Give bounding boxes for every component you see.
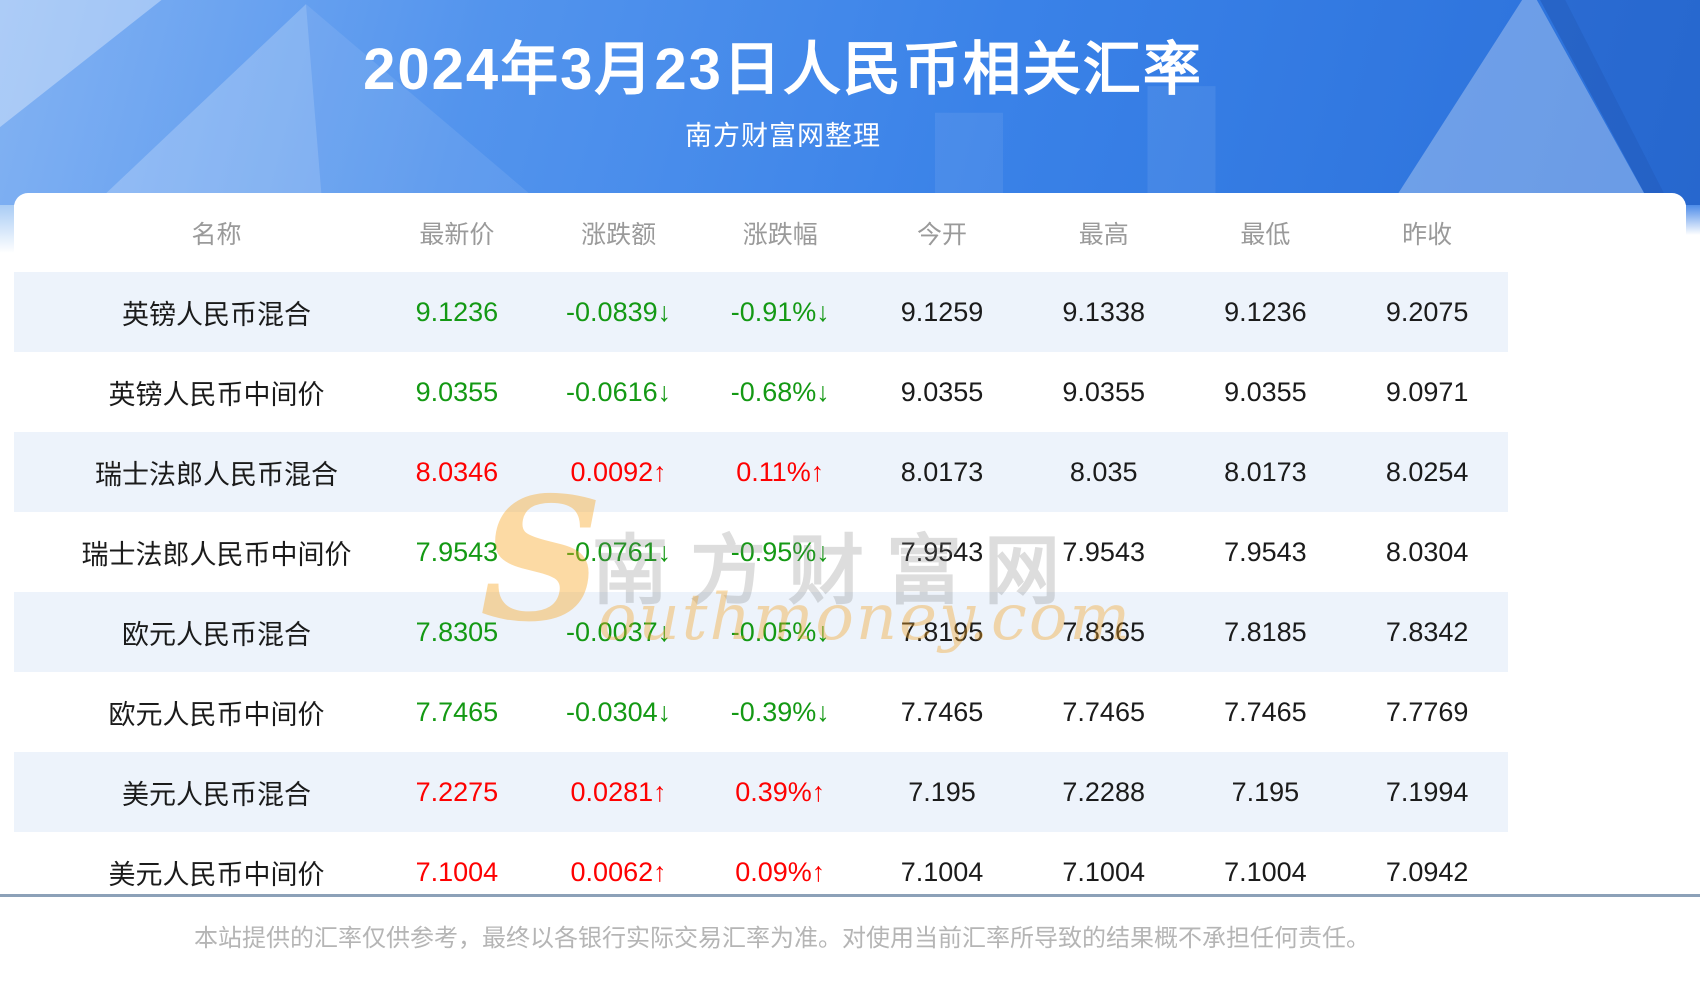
table-row: 英镑人民币混合 9.1236 -0.0839↓ -0.91%↓ 9.1259 9.1338… (14, 272, 1508, 352)
cell-last: 8.0346 (415, 456, 499, 487)
cell-open: 7.7465 (900, 696, 984, 727)
banner: 2024年3月23日人民币相关汇率 南方财富网整理 (0, 0, 1700, 205)
cell-prev: 9.0971 (1385, 376, 1469, 407)
cell-high: 9.0355 (1062, 376, 1145, 407)
cell-name: 英镑人民币中间价 (108, 379, 325, 410)
cell-high: 7.7465 (1062, 696, 1145, 727)
table-row: 欧元人民币混合 7.8305 -0.0037↓ -0.05%↓ 7.8195 7.8365… (14, 592, 1508, 672)
footer-divider (0, 894, 1700, 897)
column-header-6: 最低 (1240, 220, 1291, 249)
cell-low: 7.195 (1231, 776, 1300, 807)
cell-name: 美元人民币混合 (122, 779, 312, 810)
cell-last: 7.9543 (415, 536, 499, 567)
cell-open: 8.0173 (900, 456, 984, 487)
cell-low: 9.1236 (1224, 296, 1307, 327)
cell-prev: 7.1994 (1385, 776, 1469, 807)
cell-prev: 7.7769 (1385, 696, 1469, 727)
cell-high: 7.1004 (1062, 856, 1145, 887)
cell-prev: 7.8342 (1385, 616, 1469, 647)
cell-pct: -0.68%↓ (730, 376, 830, 407)
column-header-0: 名称 (191, 220, 242, 249)
cell-high: 7.9543 (1062, 536, 1145, 567)
page-subtitle: 南方财富网整理 (685, 121, 881, 151)
cell-open: 7.1004 (900, 856, 984, 887)
cell-low: 7.1004 (1224, 856, 1307, 887)
cell-last: 7.2275 (415, 776, 499, 807)
cell-change: 0.0062↑ (570, 856, 667, 887)
column-header-5: 最高 (1078, 220, 1129, 249)
cell-change: -0.0037↓ (566, 616, 672, 647)
cell-pct: 0.39%↑ (735, 776, 826, 807)
cell-high: 9.1338 (1062, 296, 1145, 327)
cell-pct: -0.91%↓ (730, 296, 830, 327)
cell-change: -0.0616↓ (566, 376, 672, 407)
cell-name: 欧元人民币中间价 (108, 699, 325, 730)
cell-change: -0.0304↓ (566, 696, 672, 727)
cell-prev: 9.2075 (1385, 296, 1469, 327)
cell-name: 欧元人民币混合 (122, 619, 312, 650)
cell-pct: 0.09%↑ (735, 856, 826, 887)
cell-name: 瑞士法郎人民币混合 (95, 459, 339, 490)
cell-pct: -0.39%↓ (730, 696, 830, 727)
table-row: 美元人民币混合 7.2275 0.0281↑ 0.39%↑ 7.195 7.2288 7.1… (14, 752, 1508, 832)
cell-low: 7.9543 (1224, 536, 1307, 567)
cell-change: 0.0281↑ (570, 776, 667, 807)
cell-pct: 0.11%↑ (736, 456, 825, 487)
cell-open: 7.8195 (900, 616, 984, 647)
table-row: 英镑人民币中间价 9.0355 -0.0616↓ -0.68%↓ 9.0355 9.035… (14, 352, 1508, 432)
cell-low: 8.0173 (1224, 456, 1307, 487)
table-header: 名称 最新价 涨跌额 涨跌幅 今开 最高 最低 昨收 (14, 193, 1508, 272)
cell-last: 9.0355 (415, 376, 499, 407)
cell-prev: 7.0942 (1385, 856, 1469, 887)
cell-open: 7.9543 (900, 536, 984, 567)
cell-last: 7.7465 (415, 696, 499, 727)
column-header-3: 涨跌幅 (742, 220, 818, 249)
cell-pct: -0.95%↓ (730, 536, 830, 567)
banner-shape-chart-bar (1147, 86, 1216, 205)
cell-change: 0.0092↑ (570, 456, 667, 487)
page-title: 2024年3月23日人民币相关汇率 (363, 37, 1203, 102)
table-row: 瑞士法郎人民币混合 8.0346 0.0092↑ 0.11%↑ 8.0173 8.035 8… (14, 432, 1508, 512)
banner-fade-left (0, 205, 14, 253)
cell-prev: 8.0254 (1385, 456, 1469, 487)
cell-high: 7.2288 (1062, 776, 1145, 807)
table-header-row: 名称 最新价 涨跌额 涨跌幅 今开 最高 最低 昨收 (14, 193, 1508, 272)
rates-table-card: 名称 最新价 涨跌额 涨跌幅 今开 最高 最低 昨收 英镑人民币混合 9.1236 -0.0839… (14, 193, 1686, 894)
banner-shape-chart-bar (935, 112, 1003, 205)
column-header-1: 最新价 (419, 220, 495, 249)
cell-open: 9.0355 (900, 376, 984, 407)
cell-low: 7.8185 (1224, 616, 1307, 647)
table-row: 瑞士法郎人民币中间价 7.9543 -0.0761↓ -0.95%↓ 7.9543 7.9… (14, 512, 1508, 592)
cell-change: -0.0761↓ (566, 536, 672, 567)
cell-pct: -0.05%↓ (730, 616, 830, 647)
column-header-4: 今开 (916, 220, 967, 249)
cell-open: 9.1259 (900, 296, 984, 327)
column-header-2: 涨跌额 (581, 220, 657, 249)
rates-table: 名称 最新价 涨跌额 涨跌幅 今开 最高 最低 昨收 英镑人民币混合 9.1236 -0.0839… (14, 193, 1508, 894)
cell-low: 7.7465 (1224, 696, 1307, 727)
cell-high: 7.8365 (1062, 616, 1145, 647)
cell-last: 9.1236 (415, 296, 499, 327)
footer-disclaimer: 本站提供的汇率仅供参考，最终以各银行实际交易汇率为准。对使用当前汇率所导致的结果… (194, 925, 1370, 952)
cell-change: -0.0839↓ (566, 296, 672, 327)
cell-name: 美元人民币中间价 (108, 859, 325, 890)
table-body: 英镑人民币混合 9.1236 -0.0839↓ -0.91%↓ 9.1259 9.1338… (14, 272, 1508, 894)
banner-fade-right (1686, 205, 1700, 235)
cell-name: 英镑人民币混合 (122, 299, 312, 330)
cell-open: 7.195 (908, 776, 976, 807)
cell-last: 7.1004 (415, 856, 499, 887)
cell-prev: 8.0304 (1385, 536, 1469, 567)
cell-name: 瑞士法郎人民币中间价 (81, 539, 352, 570)
cell-last: 7.8305 (415, 616, 499, 647)
table-row: 欧元人民币中间价 7.7465 -0.0304↓ -0.39%↓ 7.7465 7.746… (14, 672, 1508, 752)
cell-high: 8.035 (1069, 456, 1138, 487)
column-header-7: 昨收 (1402, 220, 1453, 249)
table-row: 美元人民币中间价 7.1004 0.0062↑ 0.09%↑ 7.1004 7.1004 7… (14, 832, 1508, 894)
cell-low: 9.0355 (1224, 376, 1307, 407)
